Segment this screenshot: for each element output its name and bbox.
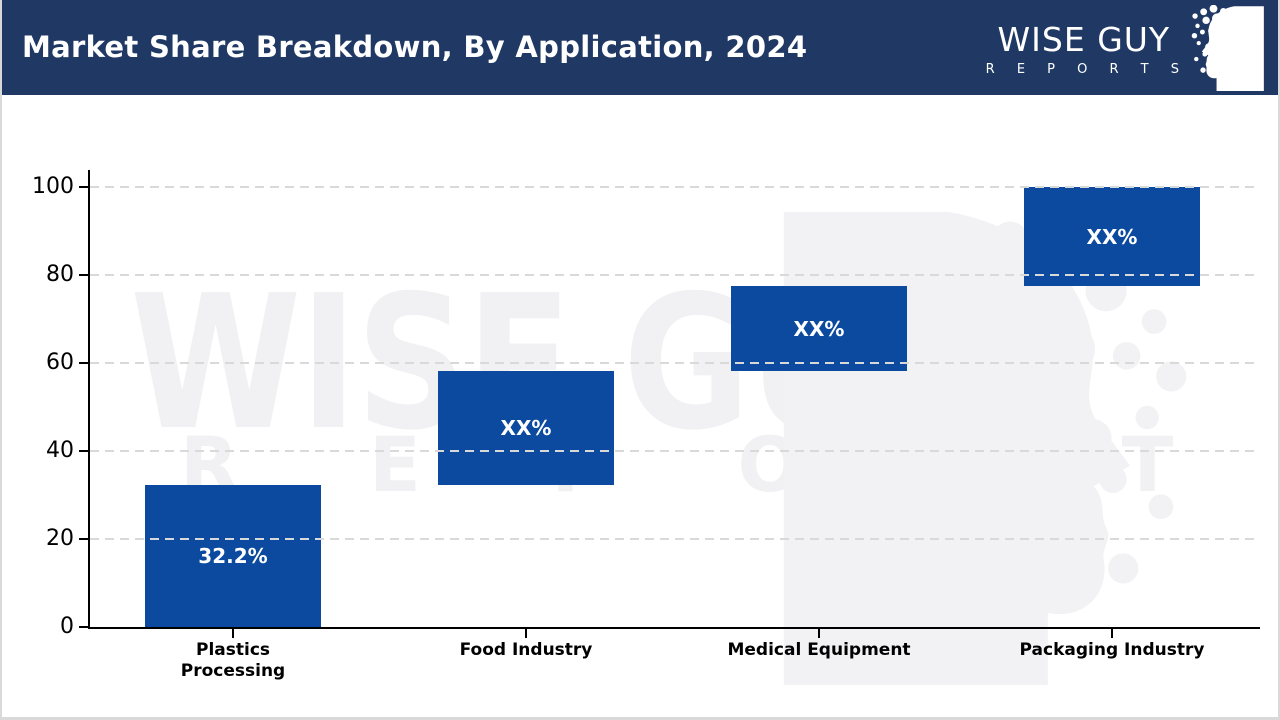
y-axis-line [88, 170, 90, 629]
x-tick [525, 629, 527, 638]
bar-value-label: XX% [500, 416, 552, 441]
x-axis-line [88, 627, 1260, 629]
y-tick-label-20: 20 [46, 526, 74, 551]
y-tick-label-60: 60 [46, 350, 74, 375]
brand-head-icon [1191, 5, 1264, 91]
x-category-label: Packaging Industry [1019, 640, 1205, 660]
page-title: Market Share Breakdown, By Application, … [22, 30, 808, 64]
gridline-60 [90, 362, 1260, 364]
brand-logo-text: WISE GUY R E P O R T S [980, 20, 1188, 77]
bar-value-label: 32.2% [198, 544, 268, 569]
y-tick-80 [79, 274, 88, 276]
brand-logo: WISE GUY R E P O R T S [980, 4, 1264, 92]
chart-area: WISE GUY R E P O R T S 02040608010032.2%… [2, 95, 1278, 717]
gridline-20 [90, 538, 1260, 540]
bar-segment [731, 286, 907, 372]
y-tick-label-100: 100 [32, 174, 74, 199]
gridline-80 [90, 274, 1260, 276]
y-tick-100 [79, 186, 88, 188]
brand-name: WISE GUY [997, 19, 1171, 59]
bar-value-label: XX% [1086, 224, 1138, 249]
bar-value-label: XX% [793, 316, 845, 341]
x-tick [232, 629, 234, 638]
y-tick-0 [79, 626, 88, 628]
y-tick-20 [79, 538, 88, 540]
y-tick-label-0: 0 [60, 614, 74, 639]
x-tick [818, 629, 820, 638]
y-tick-label-40: 40 [46, 438, 74, 463]
x-tick [1111, 629, 1113, 638]
y-tick-60 [79, 362, 88, 364]
brand-subtitle: R E P O R T S [985, 61, 1188, 77]
gridline-40 [90, 450, 1260, 452]
x-category-label: Plastics Processing [180, 640, 286, 682]
bar-segment [145, 485, 321, 627]
x-category-label: Food Industry [459, 640, 593, 660]
bar-segment [438, 371, 614, 486]
gridline-100 [90, 186, 1260, 188]
bar-segment [1024, 187, 1200, 287]
y-tick-label-80: 80 [46, 262, 74, 287]
y-tick-40 [79, 450, 88, 452]
header-banner: Market Share Breakdown, By Application, … [2, 0, 1278, 95]
x-category-label: Medical Equipment [727, 640, 911, 660]
